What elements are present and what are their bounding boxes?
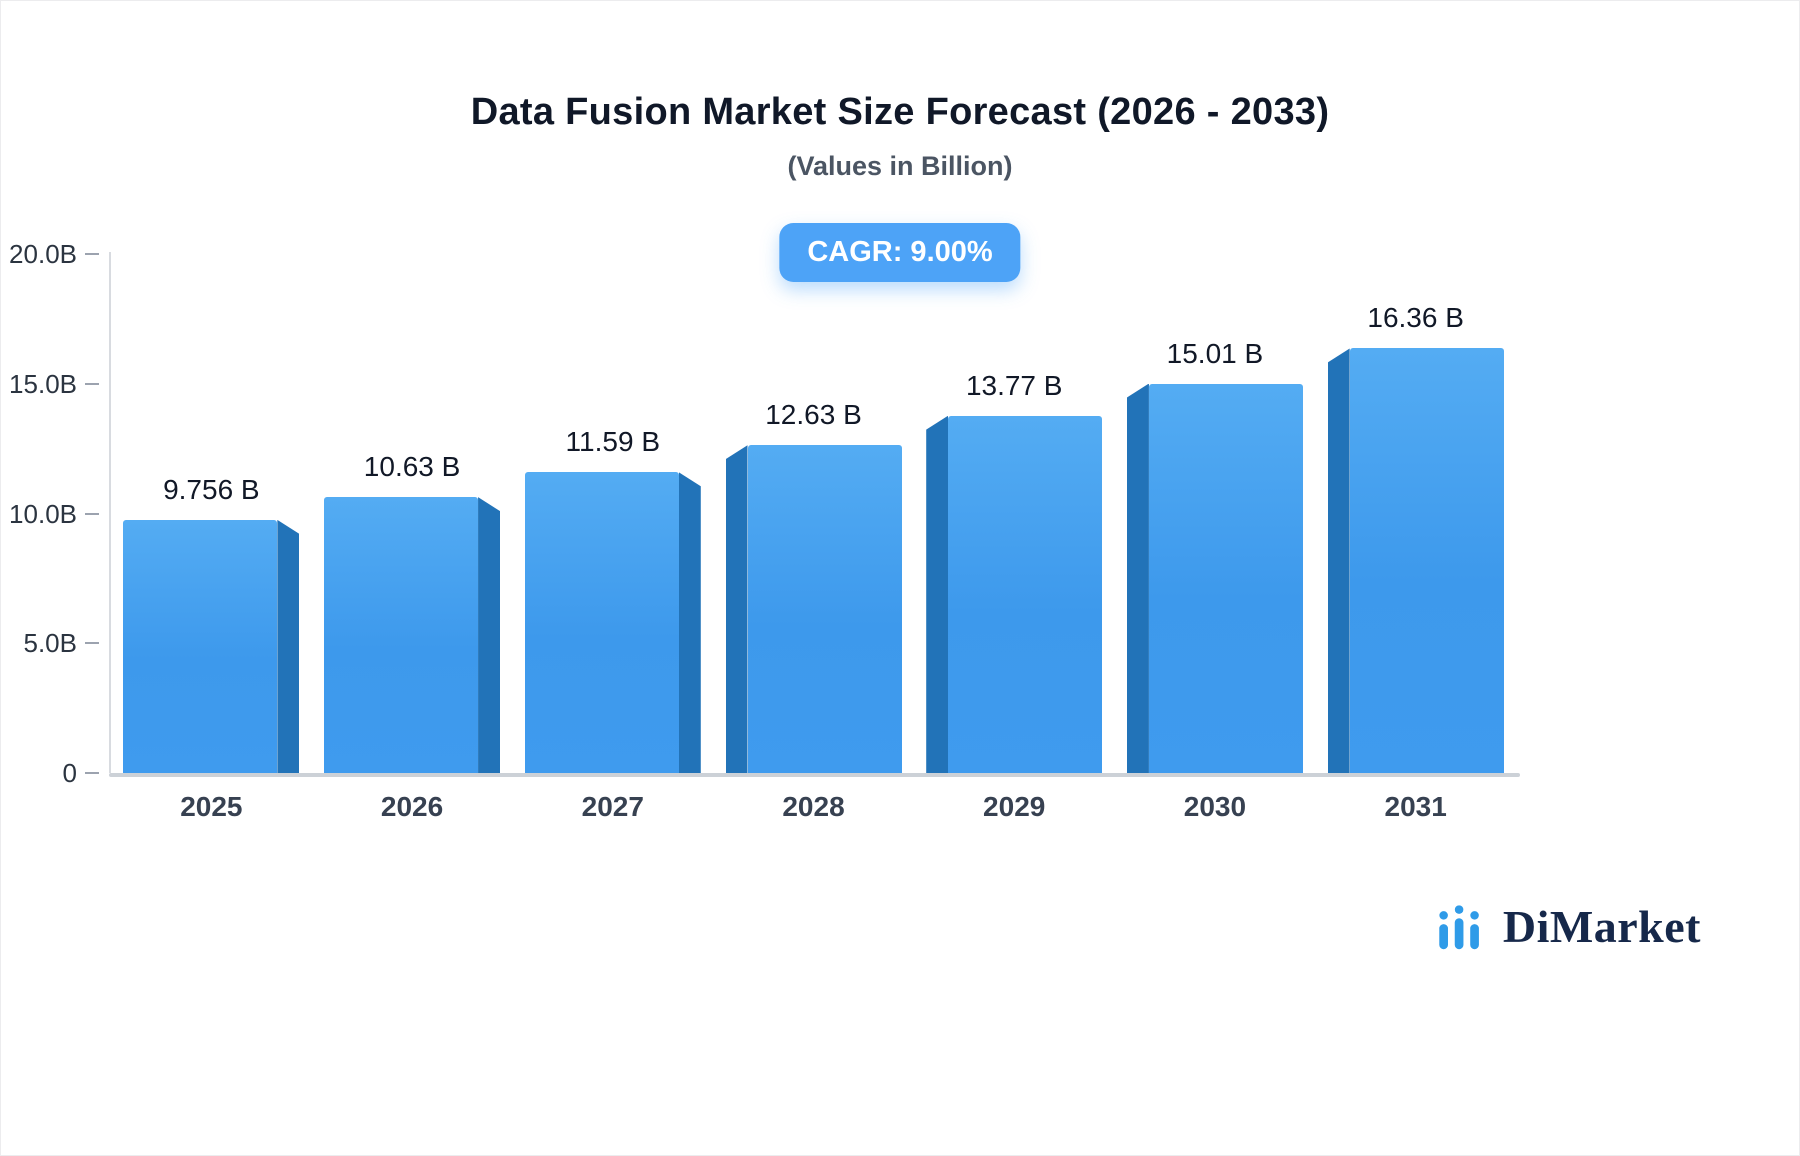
y-axis-tick-mark: [85, 253, 99, 255]
bar-2030: [1148, 383, 1303, 773]
cagr-badge: CAGR: 9.00%: [779, 223, 1021, 282]
y-axis-tick-mark: [85, 512, 99, 515]
brand-logo-text: DiMarket: [1502, 900, 1701, 952]
chart-subtitle: (Values in Billion): [787, 151, 1013, 181]
bar-2025: [123, 519, 278, 773]
x-axis-label-2028: 2028: [782, 791, 845, 822]
bar-shadow-2029: [926, 415, 949, 773]
bar-shadow-2030: [1126, 383, 1149, 773]
bar-chart-dots-icon: [1433, 897, 1491, 955]
bar-value-label: 9.756 B: [163, 473, 260, 505]
plot-area: 20.0B 15.0B 10.0B 5.0B 0 9.756 B 2025 10.63 B 20…: [9, 241, 1520, 822]
y-axis-tick-label: 15.0B: [9, 368, 77, 399]
x-axis-label-2027: 2027: [581, 791, 644, 822]
bar-2028: [747, 445, 902, 773]
bar-2029: [948, 415, 1103, 773]
x-axis-line: [109, 773, 1520, 777]
x-axis-label-2026: 2026: [380, 791, 444, 822]
x-axis-label-2025: 2025: [180, 791, 243, 822]
bar-shadow-2025: [277, 519, 300, 773]
x-axis-label-2031: 2031: [1384, 791, 1447, 822]
bar-value-label: 16.36 B: [1367, 302, 1464, 334]
y-axis-tick-mark: [85, 382, 99, 385]
bar-2031: [1349, 348, 1504, 773]
bar-shadow-2026: [478, 497, 501, 773]
bar-value-label: 13.77 B: [965, 369, 1063, 401]
y-axis-tick-mark: [85, 642, 99, 645]
bar-shadow-2031: [1327, 348, 1350, 773]
bar-shadow-2027: [678, 472, 701, 773]
bar-shadow-2028: [725, 445, 748, 773]
x-axis-label-2029: 2029: [983, 791, 1046, 822]
bar-2027: [524, 472, 679, 773]
bar-value-label: 11.59 B: [565, 426, 661, 458]
y-axis-tick-label: 10.0B: [9, 498, 77, 529]
bar-value-label: 10.63 B: [363, 451, 461, 483]
brand-logo: DiMarket: [1433, 897, 1701, 955]
y-axis-tick-mark: [85, 772, 99, 774]
y-axis-tick-label: 0: [62, 758, 77, 788]
y-axis-line: [109, 252, 111, 773]
chart-title: Data Fusion Market Size Forecast (2026 -…: [470, 91, 1330, 133]
x-axis-label-2030: 2030: [1183, 791, 1247, 822]
bar-value-label: 15.01 B: [1166, 337, 1264, 369]
y-axis-tick-label: 5.0B: [23, 628, 78, 659]
y-axis-tick-label: 20.0B: [9, 239, 77, 269]
bar-value-label: 12.63 B: [765, 399, 862, 431]
bar-2026: [324, 497, 479, 773]
